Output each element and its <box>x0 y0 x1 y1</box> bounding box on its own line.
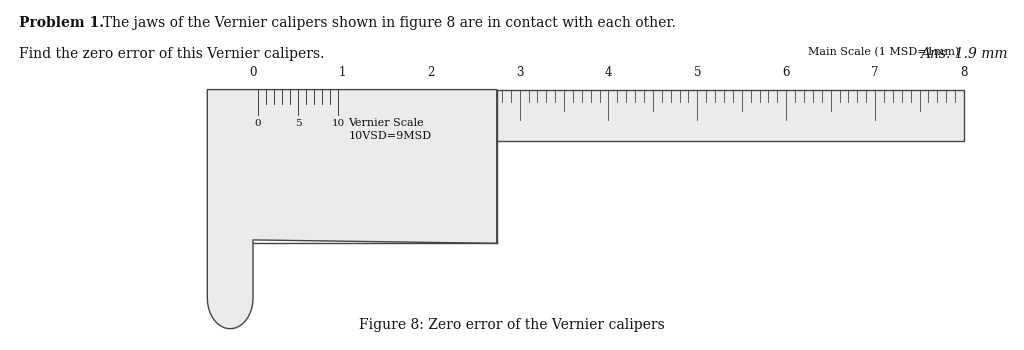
Text: 0: 0 <box>249 66 257 79</box>
Text: Find the zero error of this Vernier calipers.: Find the zero error of this Vernier cali… <box>19 47 325 61</box>
Text: 5: 5 <box>295 119 301 128</box>
Bar <box>253 90 964 141</box>
Text: Vernier Scale: Vernier Scale <box>348 118 424 128</box>
Text: Ans. 1.9 mm: Ans. 1.9 mm <box>921 47 1008 61</box>
Text: 1: 1 <box>338 66 345 79</box>
Text: Problem 1.: Problem 1. <box>19 16 104 30</box>
Text: 6: 6 <box>782 66 790 79</box>
Text: 10VSD=9MSD: 10VSD=9MSD <box>348 131 431 141</box>
Text: 3: 3 <box>516 66 523 79</box>
Text: Figure 8: Zero error of the Vernier calipers: Figure 8: Zero error of the Vernier cali… <box>359 318 665 332</box>
Text: Main Scale (1 MSD=1mm): Main Scale (1 MSD=1mm) <box>808 47 958 57</box>
Text: 2: 2 <box>427 66 434 79</box>
Text: The jaws of the Vernier calipers shown in figure 8 are in contact with each othe: The jaws of the Vernier calipers shown i… <box>93 16 676 30</box>
Text: 8: 8 <box>961 66 968 79</box>
Text: 7: 7 <box>871 66 879 79</box>
Polygon shape <box>207 90 497 329</box>
Bar <box>253 90 497 141</box>
Text: 0: 0 <box>255 119 261 128</box>
Text: 5: 5 <box>693 66 701 79</box>
Text: 4: 4 <box>605 66 612 79</box>
Text: 10: 10 <box>332 119 345 128</box>
